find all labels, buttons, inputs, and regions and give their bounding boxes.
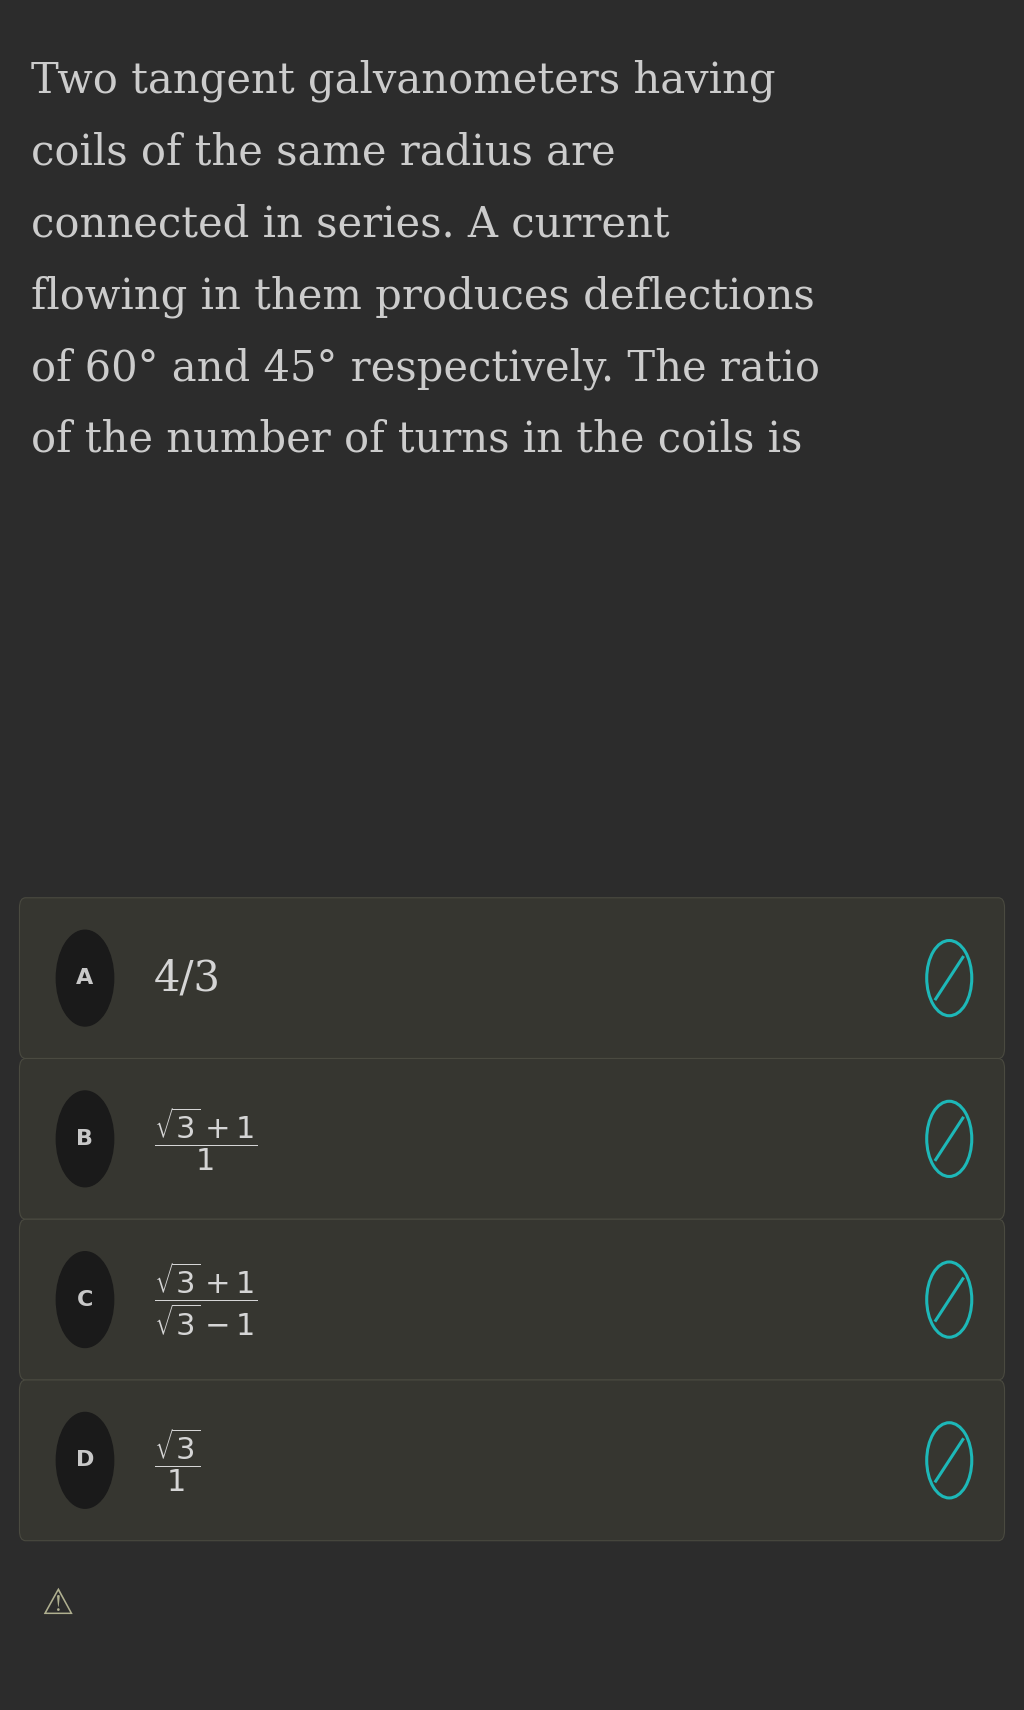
FancyBboxPatch shape [19,898,1005,1058]
Text: 4/3: 4/3 [154,958,220,999]
Text: $\dfrac{\sqrt{3}+1}{\sqrt{3}-1}$: $\dfrac{\sqrt{3}+1}{\sqrt{3}-1}$ [154,1260,257,1339]
Text: $\dfrac{\sqrt{3}+1}{1}$: $\dfrac{\sqrt{3}+1}{1}$ [154,1105,257,1173]
Text: Two tangent galvanometers having: Two tangent galvanometers having [31,60,775,103]
Text: of 60° and 45° respectively. The ratio: of 60° and 45° respectively. The ratio [31,347,820,390]
FancyBboxPatch shape [19,1058,1005,1219]
Text: B: B [77,1129,93,1149]
Text: flowing in them produces deflections: flowing in them produces deflections [31,275,814,318]
Text: A: A [77,968,93,988]
Text: C: C [77,1289,93,1310]
Circle shape [56,1412,114,1508]
Text: $\dfrac{\sqrt{3}}{1}$: $\dfrac{\sqrt{3}}{1}$ [154,1426,200,1495]
Text: connected in series. A current: connected in series. A current [31,203,670,246]
FancyBboxPatch shape [19,1380,1005,1541]
Circle shape [56,930,114,1026]
Circle shape [56,1252,114,1347]
Circle shape [56,1091,114,1187]
Text: ⚠: ⚠ [41,1587,74,1621]
Text: coils of the same radius are: coils of the same radius are [31,132,615,174]
Text: of the number of turns in the coils is: of the number of turns in the coils is [31,419,802,462]
Text: D: D [76,1450,94,1471]
FancyBboxPatch shape [19,1219,1005,1380]
